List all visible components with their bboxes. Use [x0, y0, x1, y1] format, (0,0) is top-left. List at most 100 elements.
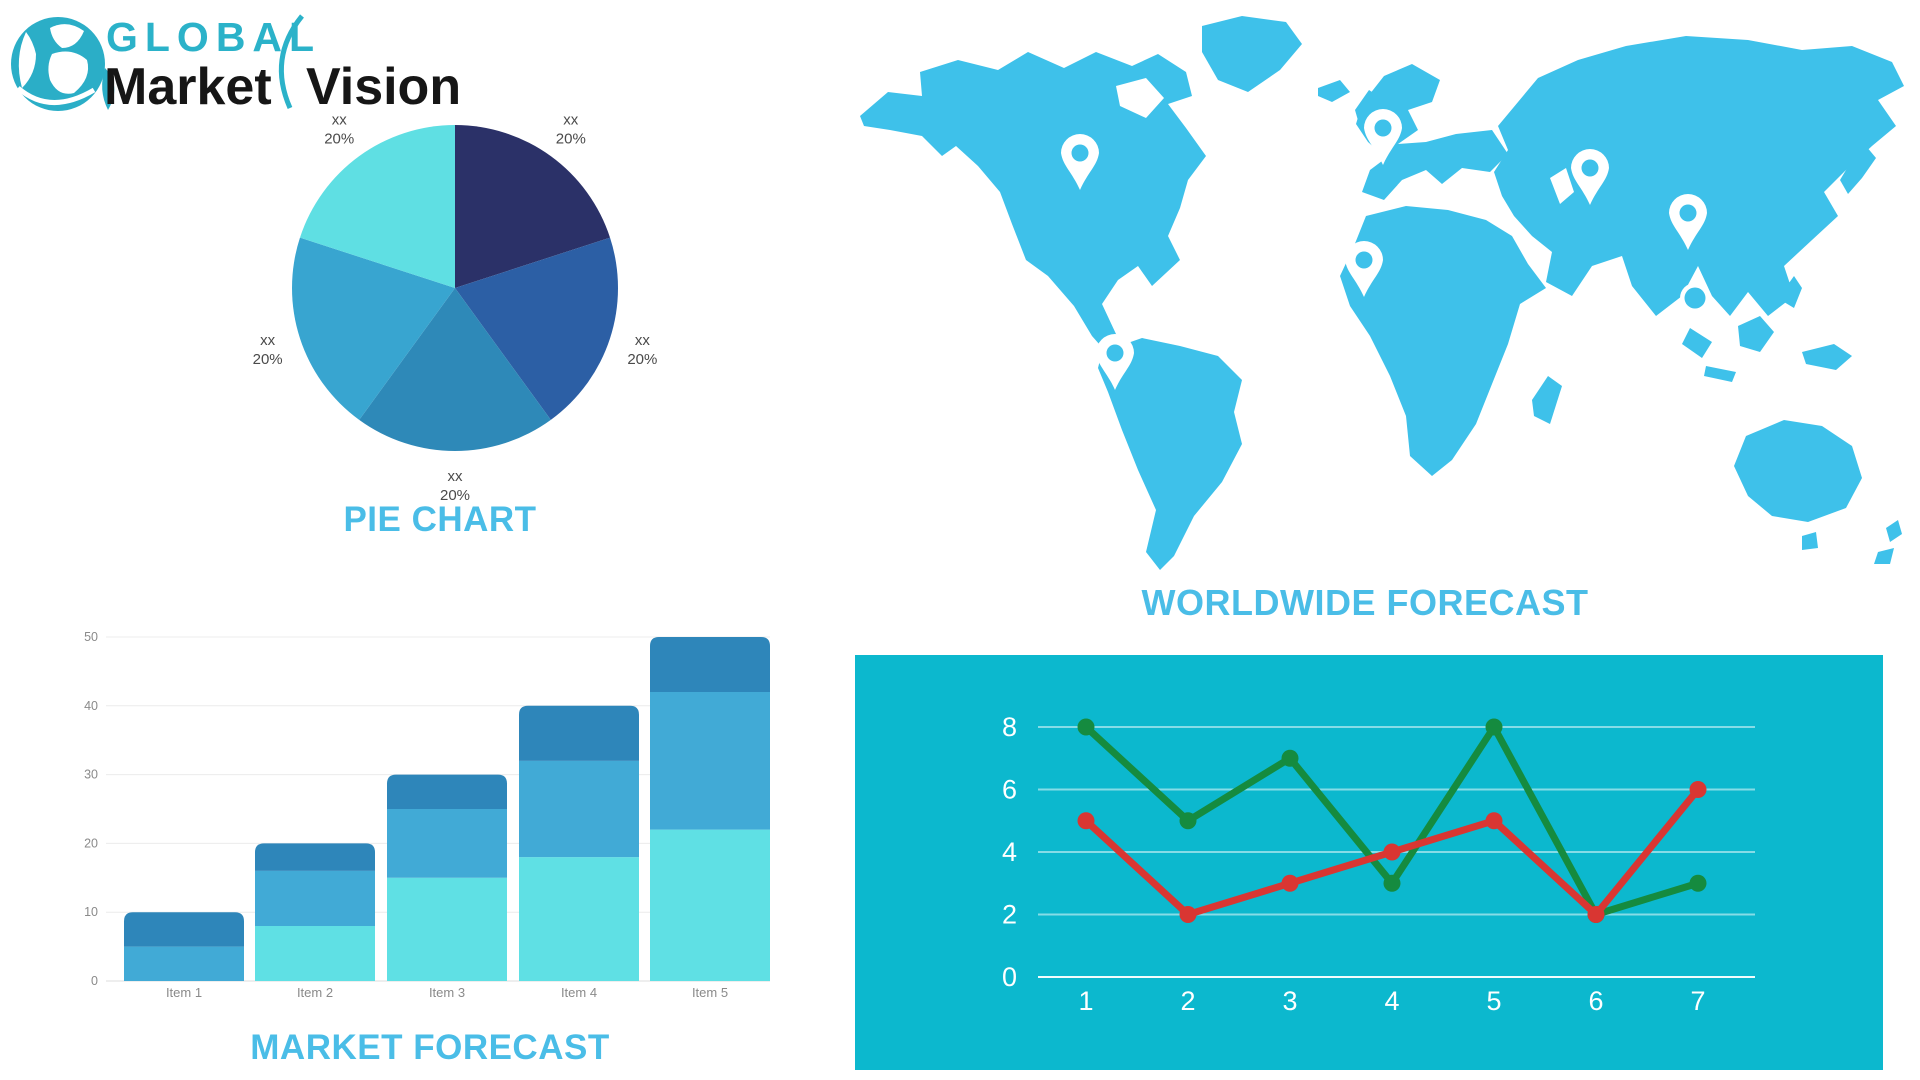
pie-slice — [292, 237, 455, 420]
bar-segment — [124, 946, 244, 981]
pie-chart-title: PIE CHART — [343, 500, 537, 539]
logo-line1: GLOBAL — [106, 14, 321, 60]
global-market-vision-logo: GLOBAL Market Vision — [11, 14, 461, 116]
bar-segment — [255, 843, 375, 871]
x-tick-label: 2 — [1180, 986, 1195, 1016]
y-tick-label: 40 — [84, 699, 98, 713]
red-series-data-point — [1383, 843, 1401, 861]
y-tick-label: 10 — [84, 905, 98, 919]
x-category-label: Item 1 — [166, 985, 202, 1000]
globe-icon — [11, 17, 115, 111]
pie-chart: xx 20% xx 20% xx 20% xx 20% xx 20% — [253, 112, 658, 504]
x-category-label: Item 4 — [561, 985, 597, 1000]
x-tick-label: 6 — [1588, 986, 1603, 1016]
continent-iceland — [1318, 80, 1350, 102]
red-series-data-point — [1689, 781, 1707, 798]
bar-segment — [255, 870, 375, 926]
pie-slice — [359, 288, 551, 452]
bar-chart-title: MARKET FORECAST — [250, 1028, 610, 1067]
logo-swoosh — [278, 14, 304, 110]
pie-slice-label: xx 20% — [556, 112, 586, 148]
continent-australia — [1734, 420, 1862, 522]
logo-line2-word2: Vision — [306, 58, 461, 116]
red-series-data-point — [1077, 812, 1095, 830]
bar-segment — [650, 637, 770, 693]
pie-slice-label: xx 20% — [324, 112, 354, 148]
pie-slice-label: xx 20% — [627, 332, 657, 368]
world-map — [860, 16, 1904, 570]
x-category-label: Item 5 — [692, 985, 728, 1000]
red-series-data-point — [1179, 906, 1197, 923]
x-category-label: Item 3 — [429, 985, 465, 1000]
market-forecast-bar-chart: 0 10 20 30 40 50 Item 1 Item 2 Item 3 Item 4 Item … — [84, 630, 770, 1000]
red-series-data-point — [1485, 812, 1503, 830]
y-tick-label: 2 — [1002, 900, 1017, 930]
x-tick-label: 7 — [1690, 986, 1705, 1016]
continent-tasmania — [1802, 532, 1818, 550]
green-series-data-point — [1383, 874, 1401, 892]
continent-africa — [1340, 206, 1546, 476]
green-series-data-point — [1485, 718, 1503, 736]
pie-slice — [455, 237, 618, 420]
map-pin-icon-south-america — [1096, 334, 1134, 390]
red-series-data-point — [1281, 874, 1299, 892]
green-series-data-point — [1077, 718, 1095, 736]
continent-japan — [1840, 146, 1876, 194]
map-pin-dot-southeast-asia — [1684, 287, 1706, 309]
x-tick-label: 5 — [1486, 986, 1501, 1016]
continent-madagascar — [1532, 376, 1562, 424]
pie-slice-label: xx 20% — [253, 332, 283, 368]
continent-greenland — [1202, 16, 1302, 92]
y-tick-label: 8 — [1002, 712, 1017, 742]
x-tick-label: 3 — [1282, 986, 1297, 1016]
line-chart-panel: 0 2 4 6 8 1 2 3 4 5 6 7 — [855, 655, 1883, 1070]
green-series-data-point — [1689, 874, 1707, 892]
green-series-data-point — [1179, 812, 1197, 830]
continent-north-america — [860, 52, 1206, 370]
map-pin-icon-north-america — [1061, 134, 1099, 190]
y-tick-label: 0 — [1002, 962, 1017, 992]
continent-europe — [1356, 64, 1508, 200]
bar-segment — [387, 877, 507, 981]
map-pin-icon-europe — [1364, 109, 1402, 165]
y-tick-label: 4 — [1002, 837, 1017, 867]
pie-slice-label: xx 20% — [440, 468, 470, 504]
bar-segment — [650, 692, 770, 830]
continent-philippines — [1784, 276, 1802, 308]
map-pin-icon-north-africa — [1345, 241, 1383, 297]
y-tick-label: 50 — [84, 630, 98, 644]
x-tick-label: 4 — [1384, 986, 1399, 1016]
map-pin-icon-russia — [1571, 149, 1609, 205]
map-pin-tail-southeast-asia — [1689, 309, 1702, 325]
logo-line2-word1: Market — [104, 58, 272, 116]
continent-sumatra — [1682, 328, 1712, 358]
map-pin-icon-east-asia — [1669, 194, 1707, 250]
continent-south-america — [1098, 338, 1242, 570]
continent-java — [1704, 366, 1736, 382]
bar-segment — [387, 774, 507, 809]
continent-new-guinea — [1802, 344, 1852, 370]
y-tick-label: 20 — [84, 836, 98, 850]
map-title: WORLDWIDE FORECAST — [1141, 582, 1589, 623]
pie-slice — [455, 125, 611, 288]
bar-segment — [255, 925, 375, 981]
continent-new-zealand — [1874, 520, 1902, 564]
bar-segment — [387, 809, 507, 878]
x-category-label: Item 2 — [297, 985, 333, 1000]
green-series-data-point — [1281, 749, 1299, 767]
y-tick-label: 0 — [91, 974, 98, 988]
bar-segment — [519, 705, 639, 761]
x-tick-label: 1 — [1078, 986, 1093, 1016]
bar-segment — [519, 760, 639, 858]
line-chart: 0 2 4 6 8 1 2 3 4 5 6 7 — [1002, 712, 1755, 1016]
bar-segment — [519, 857, 639, 981]
pie-slice — [299, 125, 455, 288]
red-series-data-point — [1587, 906, 1605, 923]
continent-borneo — [1738, 316, 1774, 352]
bar-segment — [650, 829, 770, 981]
y-tick-label: 6 — [1002, 775, 1017, 805]
bar-segment — [124, 912, 244, 947]
continent-asia — [1494, 36, 1904, 316]
y-tick-label: 30 — [84, 768, 98, 782]
